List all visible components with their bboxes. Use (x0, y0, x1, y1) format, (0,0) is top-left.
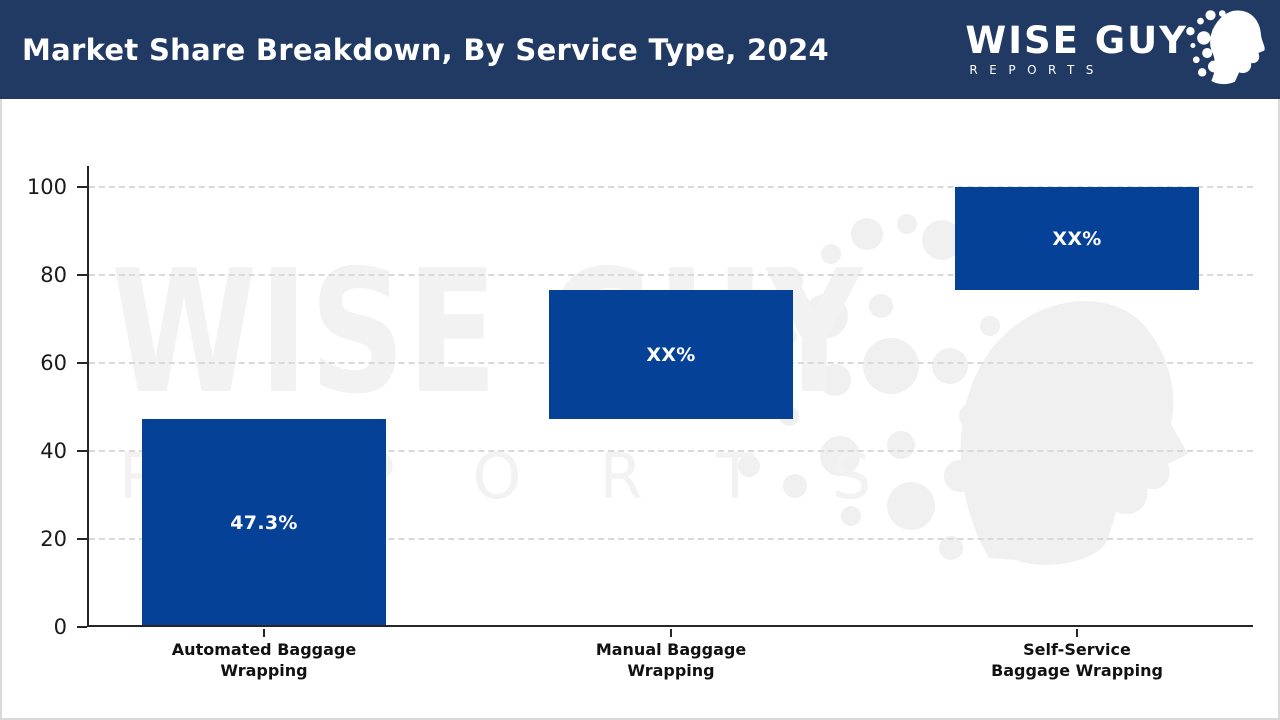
plot-area: WISE GUY REPORTS 0 20 40 60 80 100 47.3% Automa… (27, 166, 1253, 680)
brand-face-icon (1182, 5, 1266, 95)
y-axis-tick-label: 40 (40, 439, 67, 463)
bar-value-label: 47.3% (230, 511, 298, 534)
x-axis-category-label: Self-Service Baggage Wrapping (991, 640, 1163, 680)
gridline (89, 186, 1253, 188)
bar-segment: XX% (955, 187, 1199, 291)
y-axis-tick-label: 60 (40, 351, 67, 375)
x-axis-line (87, 625, 1253, 627)
gridline (89, 274, 1253, 276)
y-axis-tick (77, 538, 87, 540)
y-axis-tick (77, 186, 87, 188)
brand-name: WISE GUY (965, 19, 1188, 62)
x-axis-category-label: Automated Baggage Wrapping (171, 640, 357, 680)
bar-value-label: XX% (1052, 227, 1102, 250)
x-axis-tick (670, 629, 672, 637)
brand-logo: WISE GUY REPORTS (965, 5, 1280, 95)
y-axis-tick (77, 450, 87, 452)
y-axis-tick-label: 20 (40, 527, 67, 551)
chart-title: Market Share Breakdown, By Service Type,… (22, 32, 829, 67)
y-axis-tick-label: 100 (26, 175, 67, 199)
bar-segment: XX% (549, 290, 793, 419)
bar-segment: 47.3% (142, 418, 386, 627)
gridline (89, 450, 1253, 452)
brand-logo-text: WISE GUY REPORTS (965, 22, 1188, 77)
y-axis-line (87, 166, 89, 627)
y-axis-tick (77, 362, 87, 364)
header: Market Share Breakdown, By Service Type,… (0, 0, 1280, 99)
bar-value-label: XX% (646, 343, 696, 366)
x-axis-category-label: Manual Baggage Wrapping (595, 640, 747, 680)
y-axis-tick (77, 274, 87, 276)
gridline (89, 538, 1253, 540)
y-axis-tick-label: 80 (40, 263, 67, 287)
x-axis-tick (1076, 629, 1078, 637)
x-axis-tick (263, 629, 265, 637)
y-axis-tick (77, 626, 87, 628)
brand-subname: REPORTS (969, 63, 1105, 77)
y-axis-tick-label: 0 (53, 615, 67, 639)
